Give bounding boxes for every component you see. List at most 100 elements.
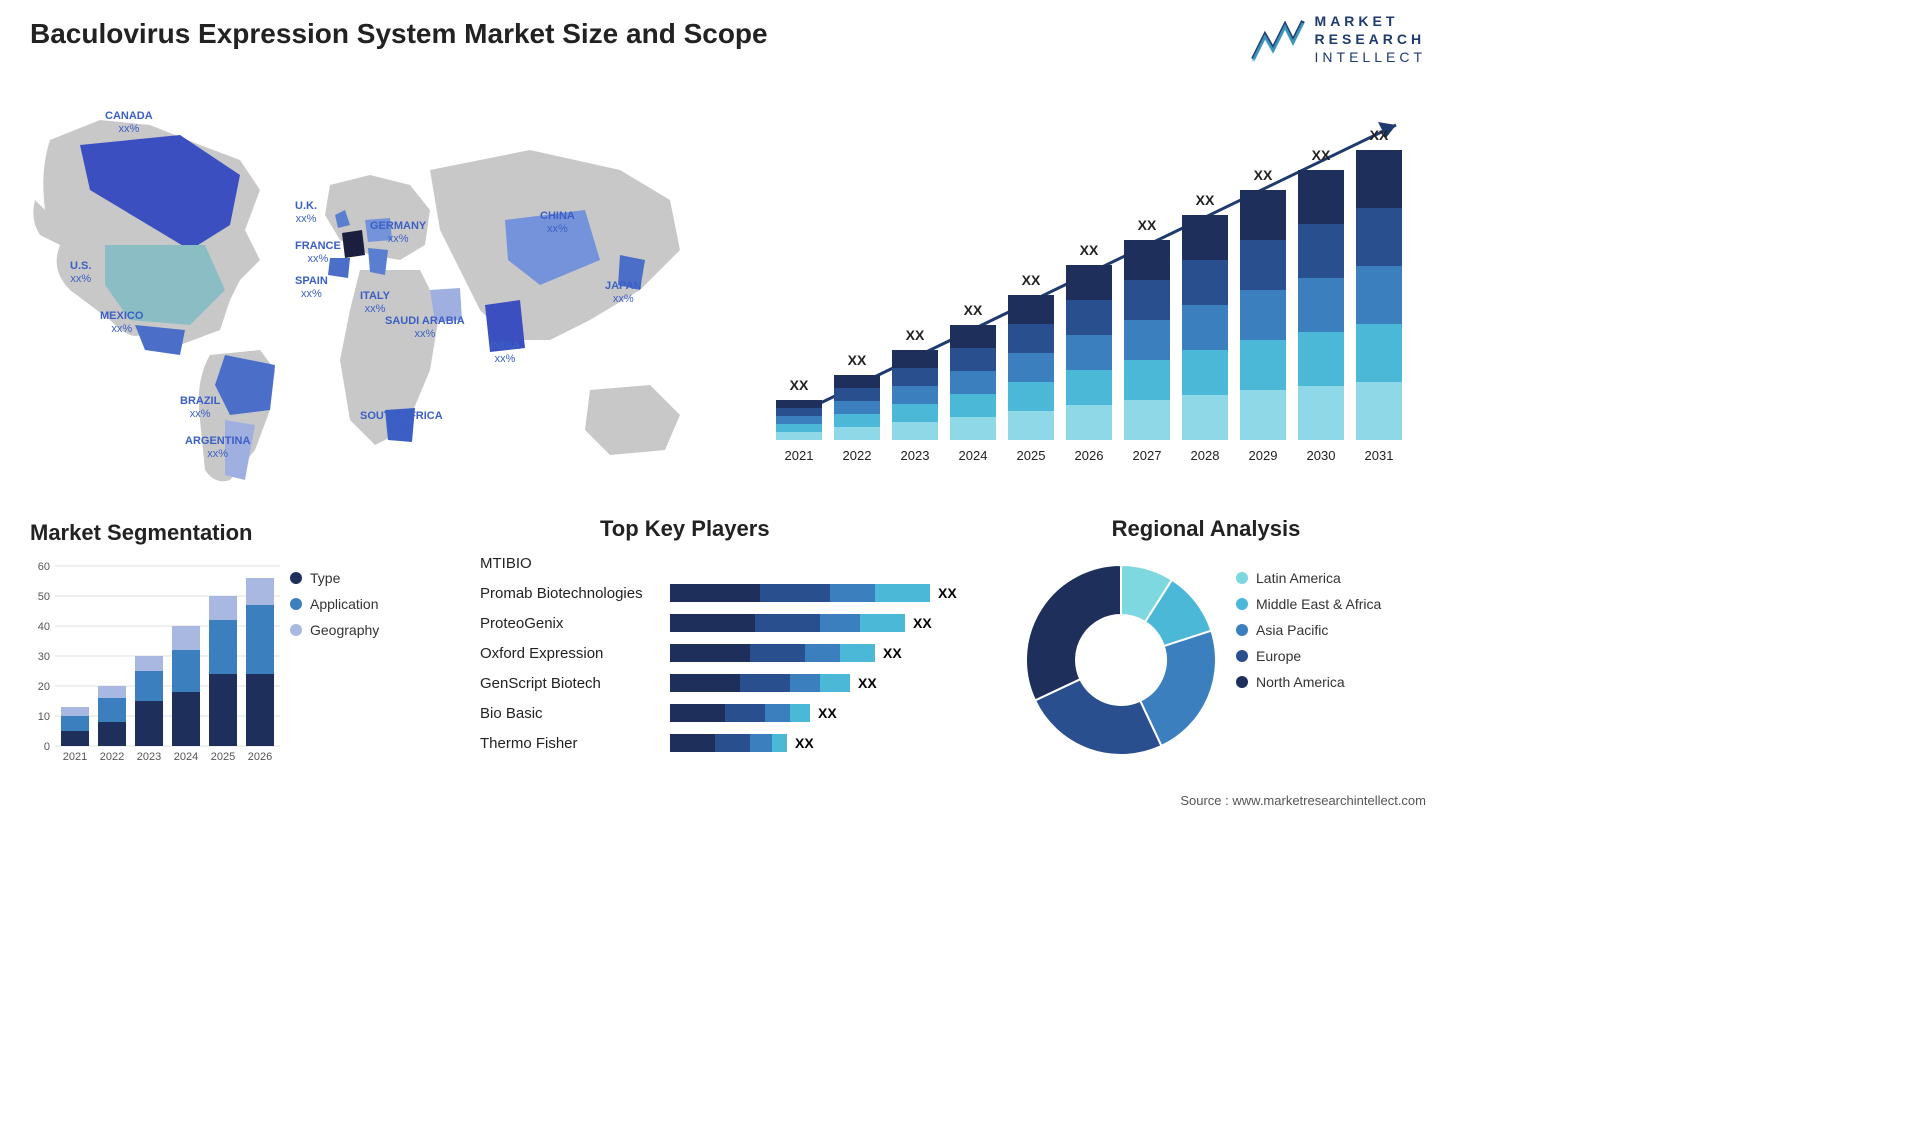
player-name: Thermo Fisher: [480, 735, 670, 752]
svg-text:XX: XX: [1370, 127, 1389, 143]
growth-chart: XX2021XX2022XX2023XX2024XX2025XX2026XX20…: [766, 100, 1416, 470]
svg-text:2022: 2022: [100, 751, 124, 763]
logo-line2: RESEARCH: [1315, 30, 1426, 48]
map-label: INDIAxx%: [490, 340, 520, 366]
player-value: XX: [818, 705, 837, 721]
svg-text:XX: XX: [1254, 167, 1273, 183]
brand-logo: MARKET RESEARCH INTELLECT: [1251, 12, 1426, 67]
legend-item: Europe: [1236, 648, 1416, 664]
logo-line1: MARKET: [1315, 12, 1426, 30]
player-value: XX: [938, 585, 957, 601]
segmentation-title: Market Segmentation: [30, 520, 470, 546]
map-label: JAPANxx%: [605, 280, 641, 306]
player-row: ProteoGenix XX: [480, 608, 980, 638]
legend-item: Asia Pacific: [1236, 622, 1416, 638]
map-label: SPAINxx%: [295, 275, 328, 301]
logo-icon: [1251, 15, 1305, 63]
svg-text:XX: XX: [964, 302, 983, 318]
map-label: MEXICOxx%: [100, 310, 143, 336]
player-row: GenScript Biotech XX: [480, 668, 980, 698]
players-title: Top Key Players: [600, 516, 980, 542]
svg-text:10: 10: [38, 711, 50, 723]
legend-item: North America: [1236, 674, 1416, 690]
svg-text:XX: XX: [1022, 272, 1041, 288]
page-title: Baculovirus Expression System Market Siz…: [30, 18, 768, 50]
map-label: ITALYxx%: [360, 290, 390, 316]
svg-text:60: 60: [38, 561, 50, 573]
svg-text:2024: 2024: [174, 751, 198, 763]
map-label: CHINAxx%: [540, 210, 575, 236]
player-bar: [670, 614, 905, 632]
player-bar: [670, 644, 875, 662]
player-name: Bio Basic: [480, 705, 670, 722]
svg-text:XX: XX: [790, 377, 809, 393]
map-label: BRAZILxx%: [180, 395, 220, 421]
player-name: GenScript Biotech: [480, 675, 670, 692]
map-label: CANADAxx%: [105, 110, 153, 136]
svg-text:2026: 2026: [1075, 448, 1104, 463]
player-value: XX: [883, 645, 902, 661]
map-label: GERMANYxx%: [370, 220, 426, 246]
svg-text:2021: 2021: [63, 751, 87, 763]
map-label: U.K.xx%: [295, 200, 317, 226]
world-map: CANADAxx% U.S.xx% MEXICOxx% BRAZILxx% ARGENT…: [30, 90, 700, 490]
map-label: SOUTH AFRICAxx%: [360, 410, 443, 436]
segmentation-chart: 0 10 20 30 40 50 60 2021 2022 2023 2024 2025 2026: [30, 556, 280, 766]
regional-legend: Latin America Middle East & Africa Asia Pa…: [1236, 570, 1416, 700]
legend-item: Middle East & Africa: [1236, 596, 1416, 612]
svg-text:XX: XX: [1196, 192, 1215, 208]
player-bar: [670, 704, 810, 722]
map-label: SAUDI ARABIAxx%: [385, 315, 465, 341]
svg-text:2023: 2023: [901, 448, 930, 463]
svg-text:2021: 2021: [785, 448, 814, 463]
svg-text:2030: 2030: [1307, 448, 1336, 463]
map-label: ARGENTINAxx%: [185, 435, 250, 461]
players-section: Top Key Players MTIBIO Promab Biotechnolo…: [480, 516, 980, 758]
legend-item: Application: [290, 596, 379, 612]
svg-text:2025: 2025: [211, 751, 235, 763]
svg-text:XX: XX: [848, 352, 867, 368]
svg-text:0: 0: [44, 741, 50, 753]
svg-text:20: 20: [38, 681, 50, 693]
svg-text:2026: 2026: [248, 751, 272, 763]
segmentation-legend: Type Application Geography: [290, 570, 379, 648]
player-row: Bio Basic XX: [480, 698, 980, 728]
logo-line3: INTELLECT: [1315, 48, 1426, 66]
player-row: Oxford Expression XX: [480, 638, 980, 668]
svg-text:50: 50: [38, 591, 50, 603]
player-value: XX: [858, 675, 877, 691]
svg-text:2023: 2023: [137, 751, 161, 763]
svg-text:2027: 2027: [1133, 448, 1162, 463]
map-label: FRANCExx%: [295, 240, 341, 266]
svg-text:XX: XX: [1080, 242, 1099, 258]
regional-donut: [1016, 555, 1226, 765]
player-row: Thermo FisherXX: [480, 728, 980, 758]
player-value: XX: [913, 615, 932, 631]
source-text: Source : www.marketresearchintellect.com: [1180, 793, 1426, 808]
regional-title: Regional Analysis: [996, 516, 1416, 542]
player-name: ProteoGenix: [480, 615, 670, 632]
legend-item: Geography: [290, 622, 379, 638]
svg-text:2025: 2025: [1017, 448, 1046, 463]
map-label: U.S.xx%: [70, 260, 91, 286]
svg-text:2024: 2024: [959, 448, 988, 463]
svg-text:40: 40: [38, 621, 50, 633]
player-bar: [670, 584, 930, 602]
player-bar: [670, 674, 850, 692]
player-name: MTIBIO: [480, 555, 670, 572]
player-name: Promab Biotechnologies: [480, 585, 670, 602]
svg-text:2031: 2031: [1365, 448, 1394, 463]
svg-text:2029: 2029: [1249, 448, 1278, 463]
regional-section: Regional Analysis: [996, 516, 1416, 542]
legend-item: Latin America: [1236, 570, 1416, 586]
svg-text:XX: XX: [1312, 147, 1331, 163]
svg-text:XX: XX: [906, 327, 925, 343]
legend-item: Type: [290, 570, 379, 586]
player-name: Oxford Expression: [480, 645, 670, 662]
player-row: Promab Biotechnologies XX: [480, 578, 980, 608]
segmentation-section: Market Segmentation 0 10 20 30 40 50 60 2021 202…: [30, 520, 470, 766]
player-bar: [670, 734, 787, 752]
svg-text:XX: XX: [1138, 217, 1157, 233]
svg-text:30: 30: [38, 651, 50, 663]
svg-text:2028: 2028: [1191, 448, 1220, 463]
